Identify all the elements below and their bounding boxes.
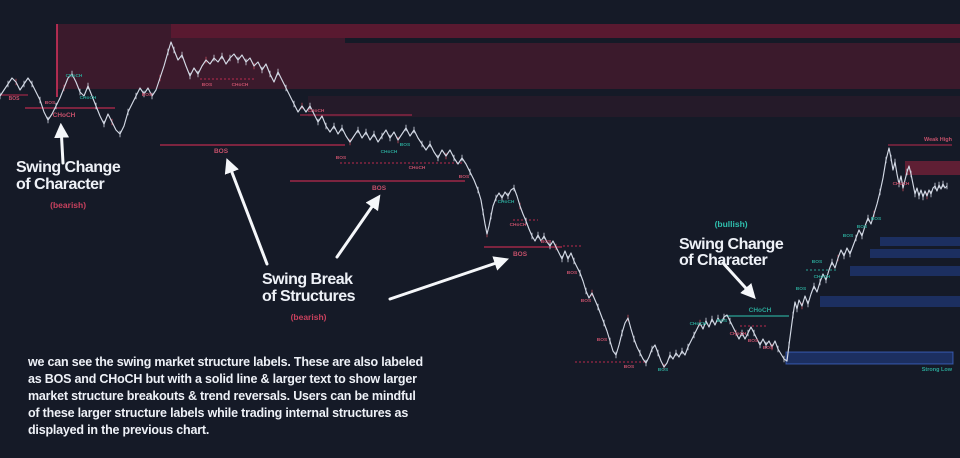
arrow-to-bos-2 <box>335 194 381 259</box>
choch-label: CHoCH <box>80 95 97 101</box>
choch-label: CHoCH <box>510 222 527 228</box>
annotation-line: Swing Break <box>262 271 353 288</box>
weak-high-label: Weak High <box>924 137 953 143</box>
bos-label: BOS <box>45 100 56 106</box>
choch-label: CHoCH <box>232 82 249 88</box>
bos-label: BOS <box>624 364 635 370</box>
demand-zone-3 <box>850 266 960 276</box>
choch-label: CHoCH <box>730 331 747 337</box>
bos-label: BOS <box>513 251 528 258</box>
arrow-to-bearish-choch <box>54 122 70 165</box>
choch-label: CHoCH <box>893 181 910 187</box>
bos-label: BOS <box>763 345 774 351</box>
bos-label: BOS <box>541 239 552 245</box>
bos-label: BOS <box>871 216 882 222</box>
choch-label: CHoCH <box>749 307 772 314</box>
caption-text: we can see the swing market structure la… <box>28 355 423 437</box>
choch-label: CHoCH <box>53 112 76 119</box>
bos-label: BOS <box>142 92 153 98</box>
bos-label: BOS <box>400 142 411 148</box>
choch-label: CHoCH <box>814 274 831 280</box>
annotation-line: of Character <box>16 175 105 193</box>
bos-label: BOS <box>567 270 578 276</box>
supply-zone-right <box>905 161 960 175</box>
annotation-bullish-choch: (bullish) Swing Change of Character <box>679 212 784 270</box>
demand-zone-1 <box>880 237 960 246</box>
demand-zone-2 <box>870 249 960 258</box>
bos-label: BOS <box>748 338 759 344</box>
annotation-line: of Character <box>679 252 768 269</box>
bos-label: BOS <box>9 96 21 102</box>
bos-label: BOS <box>581 298 592 304</box>
choch-label: CHoCH <box>66 73 83 79</box>
bos-label: BOS <box>812 259 823 265</box>
annotation-bearish-bos: Swing Break of Structures (bearish) <box>262 271 356 326</box>
supply-zone-major <box>57 24 960 89</box>
bos-label: BOS <box>214 148 229 155</box>
bearish-tag: (bearish) <box>290 312 327 322</box>
bos-label: BOS <box>336 155 347 161</box>
bos-label: BOS <box>857 224 868 230</box>
zone-gap <box>345 38 960 43</box>
choch-label: CHoCH <box>498 199 515 205</box>
bos-label: BOS <box>658 367 669 373</box>
bullish-tag: (bullish) <box>714 219 748 229</box>
price-line <box>0 41 948 368</box>
arrow-to-bullish-choch <box>721 261 756 300</box>
bos-label: BOS <box>372 185 387 192</box>
bos-label: BOS <box>843 233 854 239</box>
bos-label: BOS <box>202 82 213 88</box>
bos-label: BOS <box>597 337 608 343</box>
annotation-line: Swing Change <box>16 159 121 176</box>
demand-zone-strong-low <box>785 351 954 365</box>
bos-label: BOS <box>717 318 728 324</box>
arrow-to-bos-1 <box>224 158 269 266</box>
strong-low-label: Strong Low <box>922 367 953 373</box>
supply-zone-minor <box>308 96 960 117</box>
choch-label: CHoCH <box>381 149 398 155</box>
annotation-bearish-choch: Swing Change of Character (bearish) <box>16 159 121 214</box>
bos-label: BOS <box>459 174 470 180</box>
bos-label: BOS <box>796 286 807 292</box>
annotation-line: of Structures <box>262 287 356 305</box>
choch-label: CHoCH <box>308 108 325 114</box>
supply-zone-top <box>171 24 960 38</box>
bearish-tag: (bearish) <box>50 200 87 210</box>
choch-label: CHoCH <box>690 321 707 327</box>
arrow-to-bos-3 <box>388 256 509 301</box>
demand-zone-4 <box>820 296 960 307</box>
choch-label: CHoCH <box>409 165 426 171</box>
annotation-line: Swing Change <box>679 235 784 253</box>
